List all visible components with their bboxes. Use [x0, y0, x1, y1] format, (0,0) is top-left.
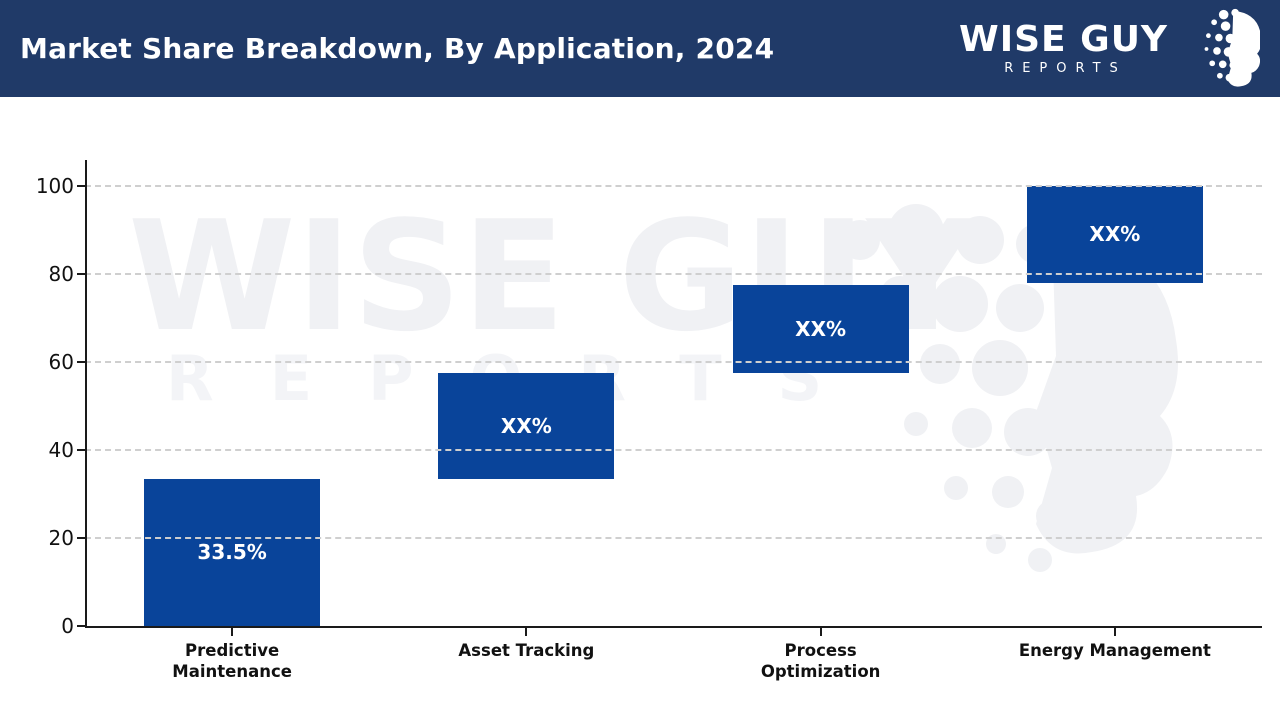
bar-value-label: XX% — [795, 317, 847, 341]
bar-value-label: XX% — [500, 413, 552, 438]
y-axis-tick-mark — [77, 185, 85, 187]
y-axis-tick-label: 80 — [48, 262, 74, 286]
chart-area: 0 20 40 60 80 100 33.5% XX% XX% XX% Predictive M… — [0, 97, 1280, 720]
y-axis-tick-label: 0 — [61, 614, 74, 638]
bar-value-label: 33.5% — [197, 540, 267, 565]
x-axis-tick-mark — [1113, 628, 1116, 636]
logo-wordmark: WISE GUY — [958, 19, 1168, 60]
chart-title: Market Share Breakdown, By Application, … — [20, 32, 775, 65]
y-axis-tick-label: 20 — [48, 526, 74, 550]
logo-head-icon — [1204, 8, 1260, 87]
y-axis-tick-mark — [77, 537, 85, 539]
logo-subtitle: REPORTS — [1004, 61, 1127, 76]
bar-predictive-maintenance: 33.5% — [144, 478, 321, 626]
y-axis-tick-label: 100 — [35, 174, 74, 198]
gridline — [85, 449, 1262, 451]
x-axis-category-label: Energy Management — [1018, 641, 1211, 660]
x-axis-tick-mark — [525, 628, 528, 636]
x-axis-spine — [85, 626, 1262, 628]
x-axis-category-label: Process Optimization — [760, 641, 881, 681]
header-bar: Market Share Breakdown, By Application, … — [0, 0, 1280, 97]
bar-process-optimization: XX% — [732, 285, 909, 373]
gridline — [85, 537, 1262, 539]
y-axis-tick-mark — [77, 273, 85, 275]
gridline — [85, 273, 1262, 275]
x-axis-category-label: Predictive Maintenance — [172, 641, 292, 681]
bar-value-label: XX% — [1089, 222, 1141, 247]
gridline — [85, 361, 1262, 363]
x-axis-tick-mark — [819, 628, 822, 636]
x-axis-category-label: Asset Tracking — [458, 641, 595, 660]
y-axis-tick-mark — [77, 625, 85, 627]
y-axis-tick-mark — [77, 361, 85, 363]
y-axis-tick-label: 60 — [48, 350, 74, 374]
x-axis-tick-mark — [231, 628, 234, 636]
y-axis-tick-label: 40 — [48, 438, 74, 462]
y-axis-spine — [85, 160, 87, 628]
bar-asset-tracking: XX% — [438, 373, 615, 479]
wiseguy-logo: WISE GUY REPORTS — [959, 7, 1260, 91]
bar-energy-management: XX% — [1026, 186, 1203, 283]
gridline — [85, 185, 1262, 187]
y-axis-tick-mark — [77, 449, 85, 451]
